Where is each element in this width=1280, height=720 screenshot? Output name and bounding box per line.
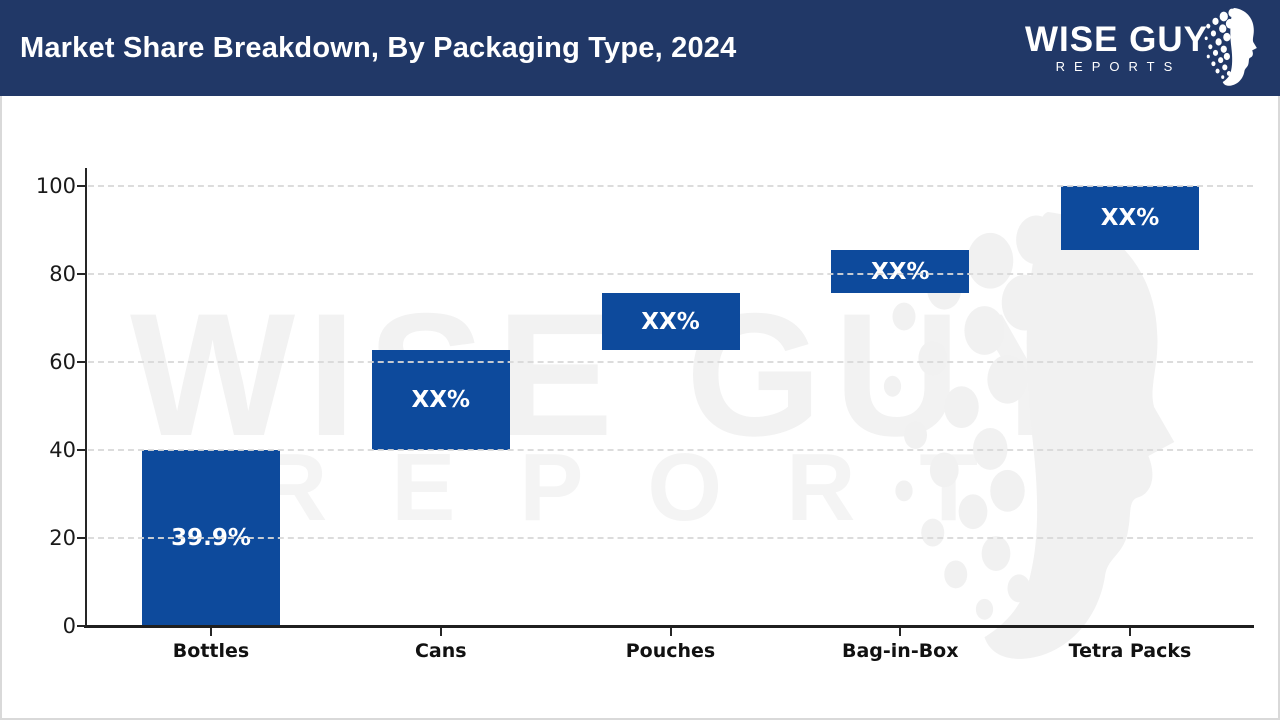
logo-wordmark: WISE GUY REPORTS bbox=[1025, 22, 1208, 74]
y-tick-mark-40 bbox=[77, 449, 86, 451]
page-border-right bbox=[1278, 96, 1280, 720]
x-tick-mark-tetra-packs bbox=[1129, 628, 1131, 636]
page-border-bottom bbox=[0, 718, 1280, 720]
logo-line-wise-guy: WISE GUY bbox=[1024, 20, 1208, 59]
bar-segment-pouches: XX% bbox=[601, 292, 740, 351]
x-axis-label-bottles: Bottles bbox=[172, 640, 250, 662]
gridline-20 bbox=[88, 537, 1253, 539]
y-tick-mark-100 bbox=[77, 185, 86, 187]
header-bar: Market Share Breakdown, By Packaging Typ… bbox=[0, 0, 1280, 96]
gridline-80 bbox=[88, 273, 1253, 275]
y-tick-label-40: 40 bbox=[49, 438, 76, 462]
chart-title: Market Share Breakdown, By Packaging Typ… bbox=[20, 31, 737, 64]
head-dots-icon bbox=[1200, 8, 1262, 88]
y-tick-label-0: 0 bbox=[62, 614, 76, 638]
x-tick-mark-bag-in-box bbox=[899, 628, 902, 636]
x-axis-label-pouches: Pouches bbox=[625, 640, 716, 662]
x-axis-label-bag-in-box: Bag-in-Box bbox=[841, 640, 959, 662]
x-axis-label-tetra-packs: Tetra Packs bbox=[1068, 640, 1192, 662]
bar-value-label-cans: XX% bbox=[411, 387, 470, 414]
bar-value-label-pouches: XX% bbox=[641, 308, 700, 335]
y-tick-mark-0 bbox=[77, 625, 86, 627]
gridline-40 bbox=[88, 449, 1253, 451]
y-tick-label-20: 20 bbox=[49, 526, 76, 550]
y-axis-line bbox=[85, 168, 87, 628]
y-tick-mark-20 bbox=[77, 537, 86, 539]
bar-segment-cans: XX% bbox=[371, 350, 510, 451]
gridline-100 bbox=[88, 185, 1253, 187]
x-tick-mark-pouches bbox=[669, 628, 672, 636]
bar-value-label-tetra-packs: XX% bbox=[1100, 205, 1160, 232]
logo-line-reports: REPORTS bbox=[1055, 59, 1182, 74]
y-tick-label-100: 100 bbox=[35, 174, 76, 198]
x-tick-mark-cans bbox=[439, 628, 442, 636]
x-tick-mark-bottles bbox=[210, 628, 212, 636]
y-tick-label-60: 60 bbox=[49, 350, 76, 374]
wiseguy-logo: WISE GUY REPORTS bbox=[1025, 8, 1262, 88]
gridline-60 bbox=[88, 361, 1253, 363]
bar-value-label-bag-in-box: XX% bbox=[870, 258, 930, 285]
y-tick-label-80: 80 bbox=[49, 262, 76, 286]
x-axis-label-cans: Cans bbox=[414, 640, 467, 662]
x-axis-line bbox=[84, 625, 1254, 628]
bar-segment-bag-in-box: XX% bbox=[831, 250, 970, 293]
y-tick-mark-80 bbox=[77, 273, 86, 275]
bar-segment-tetra-packs: XX% bbox=[1061, 186, 1199, 251]
y-tick-mark-60 bbox=[77, 361, 86, 363]
page-border-left bbox=[0, 96, 2, 720]
